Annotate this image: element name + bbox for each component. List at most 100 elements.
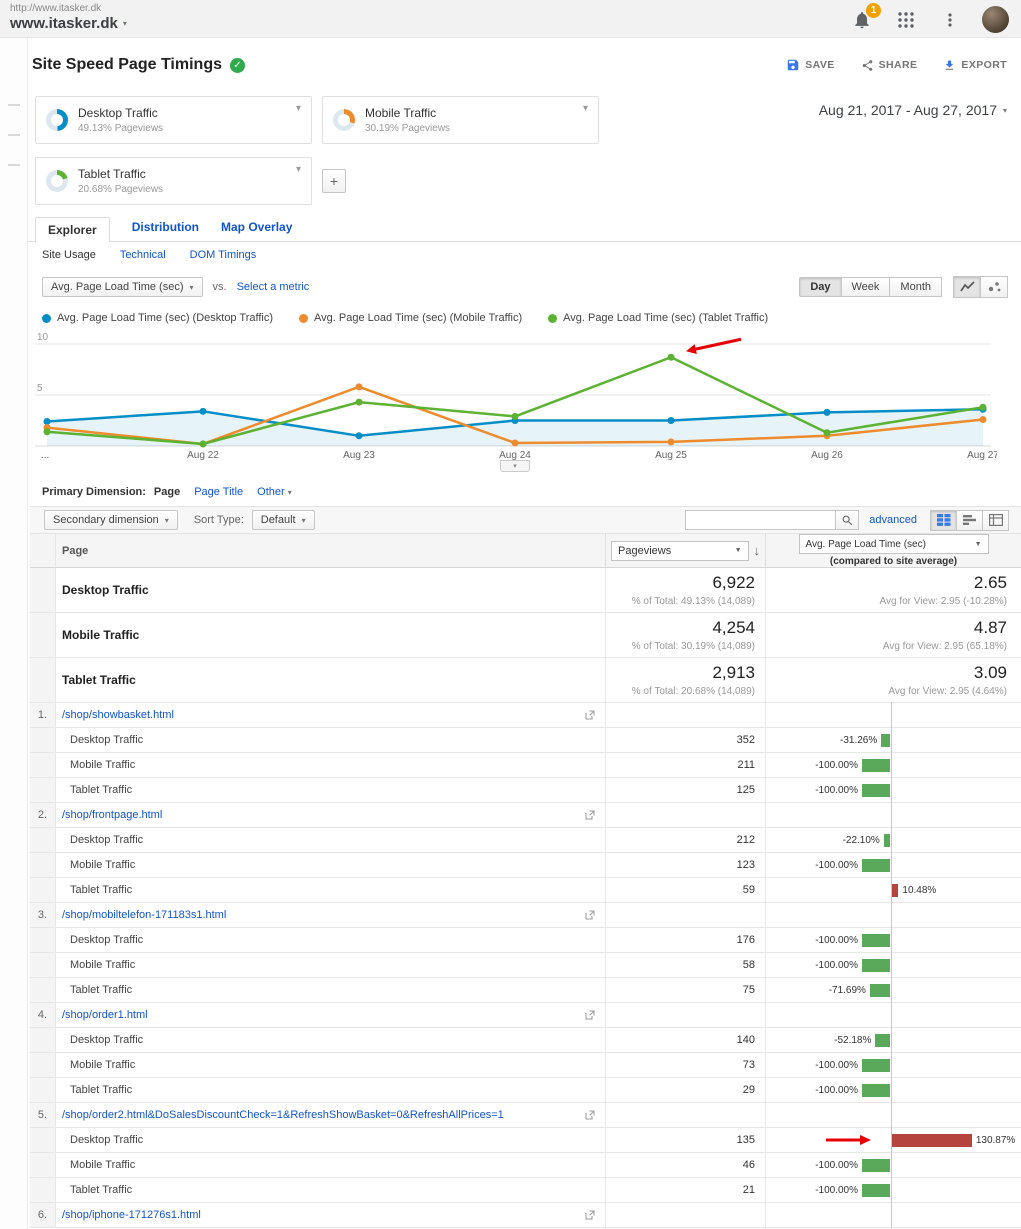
share-button[interactable]: SHARE — [861, 59, 918, 72]
pageviews-total: 6,922 — [712, 573, 755, 592]
load-time-column-select[interactable]: Avg. Page Load Time (sec) ▼ — [798, 534, 989, 554]
pageviews-total-sub: % of Total: 20.68% (14,089) — [631, 686, 755, 697]
zero-axis — [891, 727, 892, 753]
chevron-down-icon: ▾ — [122, 18, 127, 28]
granularity-month-button[interactable]: Month — [889, 277, 942, 297]
open-in-new-icon[interactable] — [585, 1010, 595, 1020]
page-link[interactable]: /shop/order2.html&DoSalesDiscountCheck=1… — [62, 1109, 504, 1121]
line-chart-view-button[interactable] — [953, 276, 981, 298]
search-button[interactable] — [835, 510, 860, 530]
report-titlebar: Site Speed Page Timings ✓ SAVE SHARE EXP… — [28, 38, 1021, 92]
open-in-new-icon[interactable] — [585, 710, 595, 720]
apps-grid-button[interactable] — [894, 8, 918, 32]
date-range-label: Aug 21, 2017 - Aug 27, 2017 — [818, 102, 997, 118]
timeline-handle[interactable]: ▾ — [500, 460, 530, 472]
row-index: 3. — [30, 903, 56, 927]
segment-name: Mobile Traffic — [70, 959, 136, 971]
pivot-table-icon — [988, 514, 1003, 526]
sort-descending-icon[interactable]: ↓ — [753, 543, 761, 558]
metric-select[interactable]: Avg. Page Load Time (sec) ▾ — [42, 277, 203, 297]
legend-label: Avg. Page Load Time (sec) (Tablet Traffi… — [563, 312, 769, 324]
segment-sub-row: Mobile Traffic 123 -100.00% — [30, 852, 1021, 878]
segment-card-mobile[interactable]: Mobile Traffic 30.19% Pageviews ▾ — [322, 96, 599, 144]
page-link[interactable]: /shop/showbasket.html — [62, 709, 174, 721]
export-button[interactable]: EXPORT — [943, 59, 1007, 72]
page-link[interactable]: /shop/order1.html — [62, 1009, 148, 1021]
search-icon — [842, 515, 852, 525]
svg-text:...: ... — [41, 450, 49, 461]
subtab-dom-timings[interactable]: DOM Timings — [189, 249, 257, 261]
open-in-new-icon[interactable] — [585, 1210, 595, 1220]
pivot-view-button[interactable] — [982, 509, 1009, 531]
segment-card-tablet[interactable]: Tablet Traffic 20.68% Pageviews ▾ — [35, 157, 312, 205]
segment-name: Mobile Traffic — [70, 859, 136, 871]
chevron-down-icon[interactable]: ▾ — [295, 103, 301, 114]
subtab-technical[interactable]: Technical — [119, 249, 166, 261]
zero-axis — [891, 702, 892, 728]
chevron-down-icon[interactable]: ▾ — [582, 103, 588, 114]
zero-axis — [891, 1177, 892, 1203]
segment-name: Tablet Traffic — [70, 1184, 133, 1196]
pageviews-column-select[interactable]: Pageviews ▼ — [611, 540, 749, 561]
subtab-site-usage[interactable]: Site Usage — [42, 249, 96, 261]
chevron-down-icon[interactable]: ▾ — [295, 164, 301, 175]
summary-row-desktop: Desktop Traffic 6,922 % of Total: 49.13%… — [30, 568, 1021, 613]
segment-sub-row: Mobile Traffic 46 -100.00% — [30, 1152, 1021, 1178]
delta-label: -100.00% — [815, 959, 858, 971]
column-header-page[interactable]: Page — [62, 544, 89, 557]
notification-badge: 1 — [866, 2, 881, 18]
zero-axis — [891, 1027, 892, 1053]
page-link[interactable]: /shop/mobiltelefon-171183s1.html — [62, 909, 227, 921]
tab-distribution[interactable]: Distribution — [131, 220, 200, 234]
zero-axis — [891, 1127, 892, 1153]
dimension-page[interactable]: Page — [153, 486, 181, 498]
notifications-button[interactable]: 1 — [850, 2, 881, 32]
chevron-down-icon: ▾ — [164, 515, 169, 525]
table-grid-icon — [936, 514, 950, 526]
open-in-new-icon[interactable] — [585, 910, 595, 920]
segment-sub-row: Desktop Traffic 212 -22.10% — [30, 827, 1021, 853]
overflow-menu-button[interactable] — [938, 8, 962, 32]
collapsed-sidebar[interactable] — [0, 38, 28, 1229]
primary-dimension-bar: Primary Dimension: Page Page Title Other… — [28, 462, 1021, 506]
dimension-page-title[interactable]: Page Title — [194, 486, 244, 498]
granularity-week-button[interactable]: Week — [840, 277, 891, 297]
share-icon — [862, 59, 873, 71]
page-link[interactable]: /shop/frontpage.html — [62, 809, 163, 821]
tab-explorer[interactable]: Explorer — [35, 217, 110, 242]
vertical-dots-icon — [948, 12, 952, 27]
secondary-dimension-button[interactable]: Secondary dimension ▾ — [44, 510, 178, 530]
segment-name: Tablet Traffic — [70, 984, 133, 996]
comparison-view-button[interactable] — [956, 509, 983, 531]
zero-axis — [891, 1077, 892, 1103]
save-button[interactable]: SAVE — [786, 58, 834, 72]
sort-type-select[interactable]: Default ▾ — [251, 510, 315, 530]
granularity-day-button[interactable]: Day — [799, 277, 842, 297]
chart-legend: Avg. Page Load Time (sec) (Desktop Traff… — [28, 306, 1021, 330]
date-range-selector[interactable]: Aug 21, 2017 - Aug 27, 2017 ▾ — [819, 102, 1007, 118]
avatar[interactable] — [982, 6, 1009, 33]
advanced-filter-link[interactable]: advanced — [869, 514, 917, 526]
compared-to-average-label: (compared to site average) — [829, 556, 958, 567]
save-label: SAVE — [805, 59, 835, 71]
open-in-new-icon[interactable] — [585, 810, 595, 820]
account-selector[interactable]: www.itasker.dk ▾ — [10, 15, 127, 32]
add-segment-button[interactable]: + — [322, 169, 346, 193]
motion-chart-view-button[interactable] — [980, 276, 1008, 298]
segment-name: Tablet Traffic — [70, 1084, 133, 1096]
table-search-input[interactable] — [685, 510, 836, 530]
delta-label: -100.00% — [815, 1084, 858, 1096]
segment-card-desktop[interactable]: Desktop Traffic 49.13% Pageviews ▾ — [35, 96, 312, 144]
segment-name: Tablet Traffic — [62, 673, 136, 687]
load-time-avg-sub: Avg for View: 2.95 (-10.28%) — [879, 596, 1007, 607]
dimension-other[interactable]: Other ▾ — [257, 486, 292, 498]
segment-name: Mobile Traffic — [70, 1059, 136, 1071]
legend-item-tablet: Avg. Page Load Time (sec) (Tablet Traffi… — [548, 312, 768, 324]
motion-chart-icon — [988, 282, 1000, 292]
metric-bar: Avg. Page Load Time (sec) ▾ vs. Select a… — [28, 268, 1021, 306]
data-view-button[interactable] — [930, 509, 957, 531]
open-in-new-icon[interactable] — [585, 1110, 595, 1120]
select-metric-link[interactable]: Select a metric — [236, 281, 310, 293]
page-link[interactable]: /shop/iphone-171276s1.html — [62, 1209, 201, 1221]
tab-map-overlay[interactable]: Map Overlay — [221, 220, 293, 234]
